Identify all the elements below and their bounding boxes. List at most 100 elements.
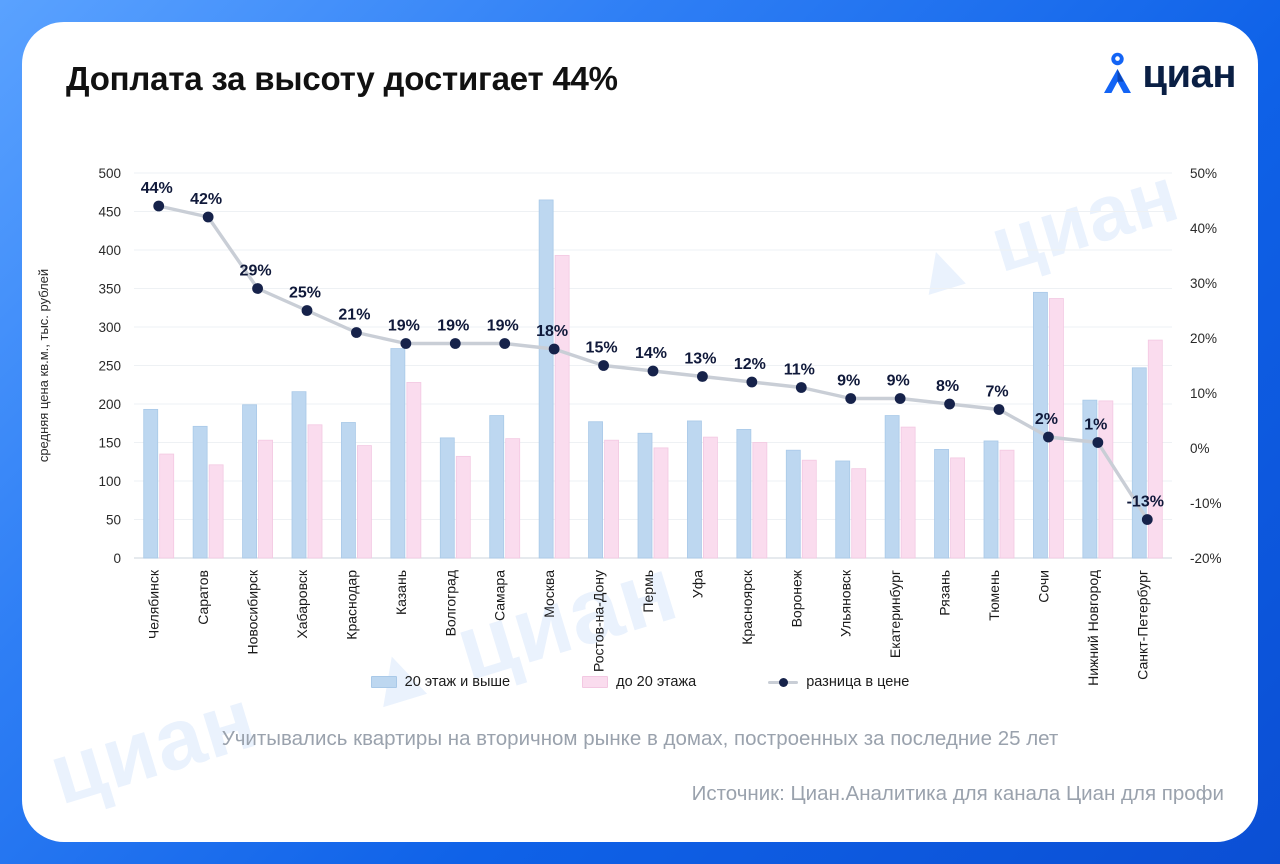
legend-item[interactable]: до 20 этажа bbox=[582, 674, 696, 690]
bar-low bbox=[455, 455, 471, 559]
line-marker bbox=[400, 338, 412, 349]
bar-low bbox=[554, 254, 570, 559]
bar-high bbox=[934, 449, 949, 559]
infographic-card: ▲ циан ▲ циан ▲ циан Доплата за высоту д… bbox=[22, 22, 1258, 842]
page-title: Доплата за высоту достигает 44% bbox=[66, 60, 618, 97]
point-value-label: 21% bbox=[338, 307, 370, 324]
line-marker bbox=[746, 376, 758, 388]
point-value-label: 2% bbox=[1035, 411, 1058, 428]
legend-swatch-line bbox=[768, 676, 799, 688]
line-marker bbox=[1141, 514, 1153, 525]
bar-high bbox=[242, 404, 257, 559]
bar-low bbox=[801, 459, 817, 559]
source-note: Источник: Циан.Аналитика для канала Циан… bbox=[691, 782, 1224, 805]
bar-high bbox=[291, 391, 307, 559]
bar-low bbox=[999, 449, 1015, 559]
y-tick-label: 500 bbox=[98, 166, 121, 181]
category-label: Ульяновск bbox=[838, 569, 854, 637]
footnote: Учитывались квартиры на вторичном рынке … bbox=[221, 727, 1059, 750]
point-value-label: 44% bbox=[141, 180, 173, 197]
y2-tick-label: 40% bbox=[1190, 221, 1217, 236]
bar-low bbox=[851, 468, 867, 559]
line-marker bbox=[993, 404, 1005, 415]
bar-series bbox=[143, 199, 1163, 559]
y-axis-right: -20% -10% 0% 10% 20% 30% 40% 50% bbox=[1190, 166, 1222, 566]
bar-high bbox=[341, 422, 356, 559]
point-value-label: 7% bbox=[985, 384, 1008, 401]
bar-low bbox=[505, 438, 521, 559]
y-axis-title: средняя цена кв.м., тыс. рублей bbox=[36, 269, 51, 462]
legend-item[interactable]: 20 этаж и выше bbox=[370, 674, 510, 690]
line-marker bbox=[202, 211, 214, 223]
category-label: Сочи bbox=[1035, 570, 1051, 603]
category-label: Волгоград bbox=[442, 570, 458, 636]
bar-high bbox=[588, 421, 603, 559]
difference-line bbox=[157, 204, 1149, 522]
category-label: Челябинск bbox=[146, 569, 162, 639]
bar-high bbox=[192, 425, 208, 559]
card-header: Доплата за высоту достигает 44% циан bbox=[22, 22, 1258, 132]
category-label: Красноярск bbox=[739, 569, 755, 645]
point-value-label: 29% bbox=[240, 263, 272, 280]
y-tick-label: 150 bbox=[98, 436, 121, 451]
y2-tick-label: 0% bbox=[1190, 441, 1210, 456]
category-label: Екатеринбург bbox=[887, 570, 903, 658]
point-value-label: 11% bbox=[784, 362, 815, 379]
y2-tick-label: -20% bbox=[1190, 551, 1222, 566]
bar-low bbox=[752, 442, 768, 559]
bar-low bbox=[703, 436, 718, 559]
line-marker bbox=[944, 398, 955, 410]
category-label: Хабаровск bbox=[294, 569, 310, 638]
legend-item[interactable]: разница в цене bbox=[768, 674, 909, 690]
point-value-label: 25% bbox=[289, 285, 321, 302]
bar-high bbox=[439, 437, 455, 559]
category-labels: Челябинск Саратов Новосибирск Хабаровск Крас… bbox=[146, 569, 1151, 686]
bar-low bbox=[357, 445, 372, 559]
y-tick-label: 200 bbox=[98, 397, 121, 412]
y-tick-label: 0 bbox=[113, 551, 121, 566]
bar-high bbox=[637, 432, 653, 559]
y2-tick-label: -10% bbox=[1190, 496, 1222, 511]
category-label: Уфа bbox=[689, 570, 705, 598]
y2-tick-label: 30% bbox=[1190, 276, 1217, 291]
line-marker bbox=[894, 393, 906, 404]
bar-low bbox=[208, 464, 224, 559]
category-label: Краснодар bbox=[343, 570, 359, 640]
bar-high bbox=[785, 449, 801, 559]
line-marker bbox=[598, 360, 609, 371]
category-label: Самара bbox=[492, 570, 508, 621]
bar-high bbox=[687, 420, 702, 559]
category-label: Ростов-на-Дону bbox=[591, 570, 607, 672]
y-tick-label: 100 bbox=[98, 474, 121, 489]
line-marker bbox=[499, 338, 511, 349]
y2-tick-label: 10% bbox=[1190, 386, 1217, 401]
point-value-label: 19% bbox=[487, 318, 519, 335]
bar-low bbox=[1049, 298, 1064, 559]
bar-low bbox=[258, 439, 273, 559]
point-value-label: 12% bbox=[734, 356, 766, 373]
bar-low bbox=[950, 457, 965, 559]
y-tick-label: 50 bbox=[106, 513, 121, 528]
line-marker bbox=[153, 200, 165, 212]
bar-high bbox=[538, 199, 554, 559]
bar-low bbox=[900, 426, 916, 559]
point-value-label: 19% bbox=[388, 318, 420, 335]
gridlines bbox=[134, 172, 1172, 559]
line-marker bbox=[1092, 437, 1104, 448]
line-marker bbox=[548, 343, 560, 355]
y2-tick-label: 20% bbox=[1190, 331, 1217, 346]
y-axis-left: 0 50 100 150 200 250 300 350 400 450 500 bbox=[98, 166, 121, 566]
y-tick-label: 350 bbox=[98, 282, 121, 297]
line-marker bbox=[1043, 431, 1054, 443]
y-tick-label: 400 bbox=[98, 243, 121, 258]
point-value-label: 19% bbox=[437, 318, 469, 335]
legend-label: разница в цене bbox=[806, 674, 910, 690]
category-label: Москва bbox=[541, 570, 557, 618]
chart-area: 0 50 100 150 200 250 300 350 400 450 500 -20% -10% 0… bbox=[22, 130, 1258, 710]
bar-high bbox=[884, 415, 900, 559]
line-marker bbox=[252, 283, 263, 294]
line-marker bbox=[301, 305, 313, 316]
category-label: Новосибирск bbox=[245, 569, 261, 654]
cian-logo: циан bbox=[1098, 52, 1236, 96]
category-label: Пермь bbox=[640, 570, 656, 613]
